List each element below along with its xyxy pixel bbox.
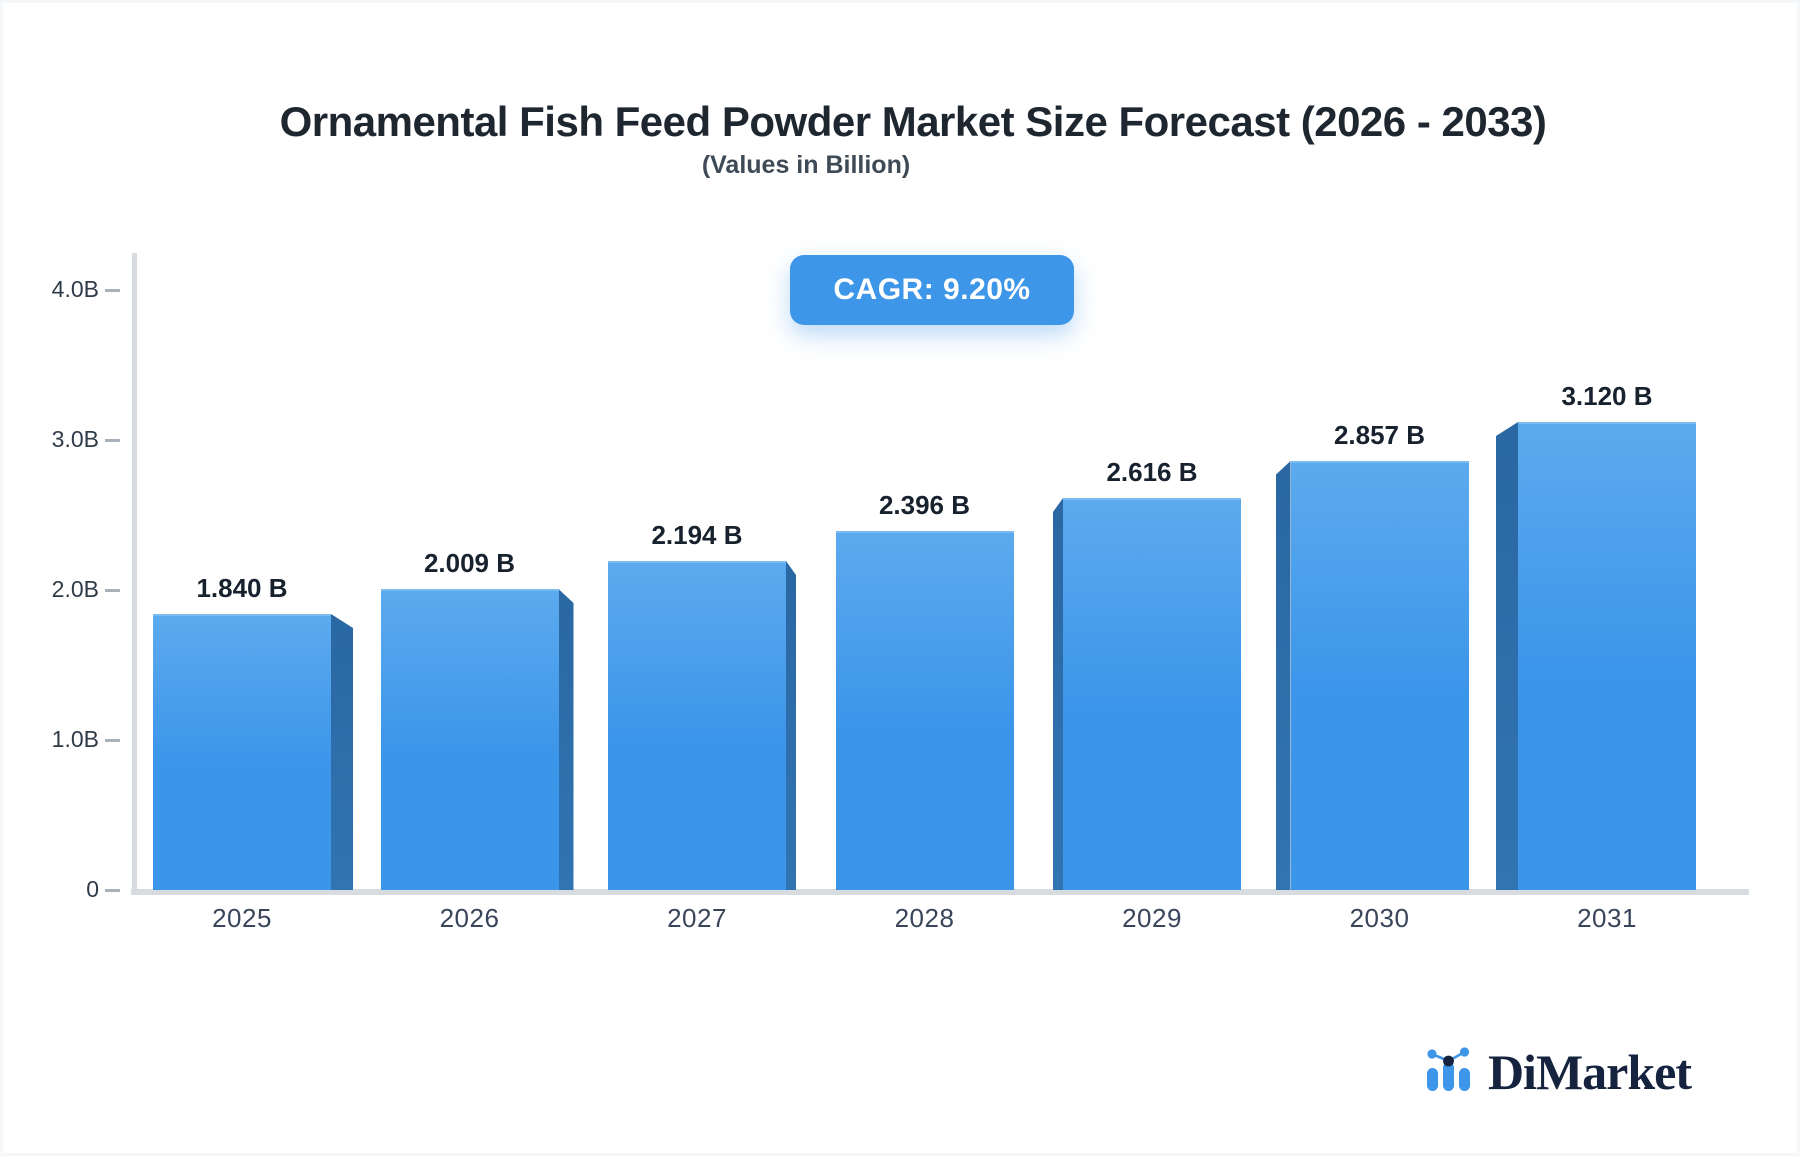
y-tick-dash <box>105 588 120 592</box>
bar-2029 <box>1063 498 1241 890</box>
bar-side-2026 <box>558 589 574 890</box>
y-tick-dash <box>105 288 120 292</box>
bar-2027 <box>608 561 786 890</box>
x-axis-label-2031: 2031 <box>1577 903 1637 933</box>
bar-value-label-2028: 2.396 B <box>878 490 971 520</box>
x-axis-label-2026: 2026 <box>439 903 500 933</box>
x-axis-label-2030: 2030 <box>1349 903 1410 933</box>
chart-title: Ornamental Fish Feed Powder Market Size … <box>279 98 1547 145</box>
bar-value-label-2026: 2.009 B <box>423 548 516 578</box>
bar-2028 <box>835 531 1014 890</box>
bar-side-2027 <box>786 561 796 890</box>
bar-value-label-2029: 2.616 B <box>1106 457 1198 487</box>
y-tick-label: 0 <box>86 876 99 902</box>
x-axis-label-2029: 2029 <box>1122 903 1182 933</box>
bar-side-2030 <box>1275 461 1291 890</box>
brand-logo: DiMarket <box>1426 1041 1692 1100</box>
bar-2030 <box>1290 461 1469 890</box>
y-tick-dash <box>105 438 120 442</box>
x-axis-label-2027: 2027 <box>667 903 727 933</box>
y-tick-label: 3.0B <box>51 426 99 452</box>
y-tick-dash <box>105 888 120 892</box>
bar-2026 <box>380 589 559 890</box>
bar-side-2031 <box>1496 422 1518 890</box>
cagr-badge: CAGR: 9.20% <box>790 255 1074 325</box>
chart-subtitle: (Values in Billion) <box>701 151 911 179</box>
bar-value-label-2025: 1.840 B <box>196 573 288 603</box>
x-axis-line <box>131 889 1749 895</box>
bar-side-2025 <box>331 614 353 890</box>
bar-value-label-2027: 2.194 B <box>651 520 743 550</box>
y-tick-label: 4.0B <box>51 276 99 302</box>
bar-2025 <box>153 614 331 890</box>
y-tick-label: 1.0B <box>51 726 99 752</box>
x-axis-label-2028: 2028 <box>894 903 955 933</box>
dimarket-logo-icon <box>1426 1047 1470 1091</box>
bar-value-label-2031: 3.120 B <box>1561 381 1653 411</box>
bar-value-label-2030: 2.857 B <box>1333 420 1426 450</box>
x-axis-label-2025: 2025 <box>212 903 272 933</box>
brand-name: DiMarket <box>1487 1044 1692 1100</box>
y-tick-label: 2.0B <box>51 576 99 602</box>
y-tick-dash <box>105 738 120 742</box>
y-axis-line <box>132 253 137 893</box>
bar-side-2029 <box>1053 498 1063 890</box>
bar-2031 <box>1518 422 1696 890</box>
